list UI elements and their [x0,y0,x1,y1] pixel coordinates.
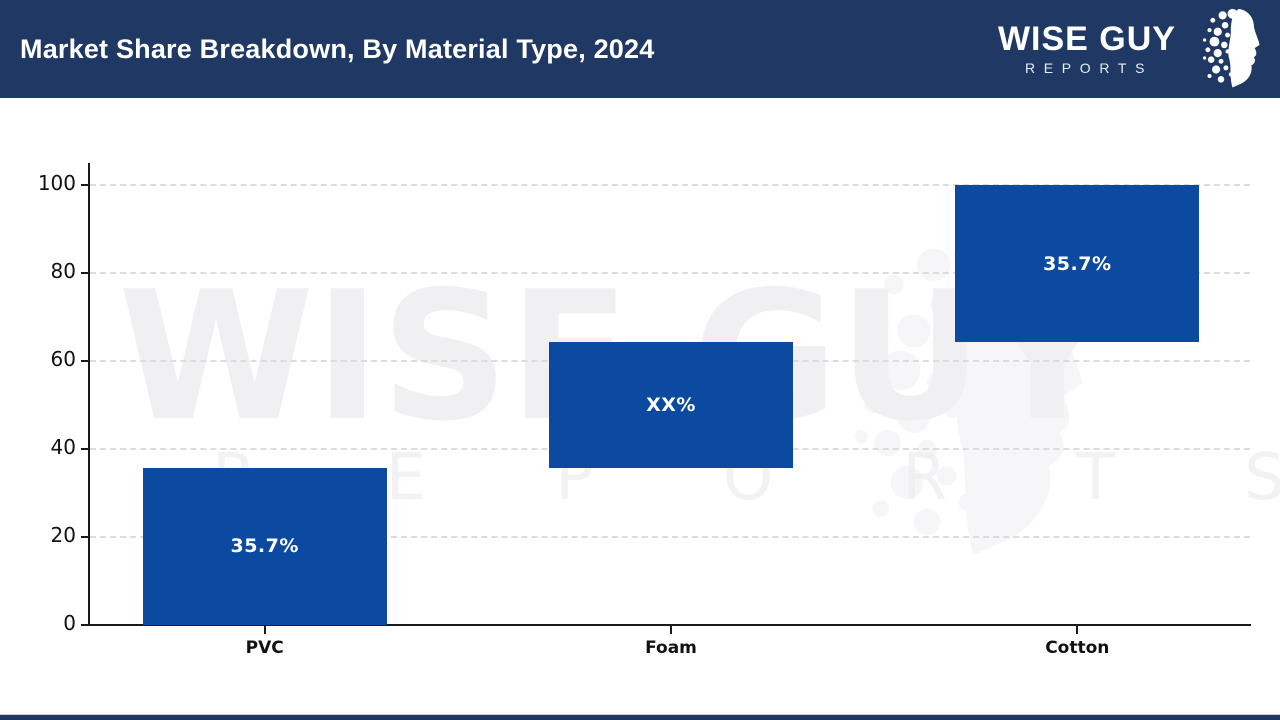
logo-wordmark: WISE GUY [997,20,1176,59]
face-profile-dots-icon [1202,8,1260,88]
gridline-y20 [90,536,1250,538]
x-axis-tick [1076,626,1079,634]
y-axis-tick [81,624,89,626]
y-axis-tick-label: 20 [50,523,76,547]
x-axis-line [88,624,1251,626]
bar-value-label-pvc: 35.7% [230,535,299,558]
bar-foam: XX% [549,342,793,468]
y-axis-tick-label: 80 [50,259,76,283]
y-axis-line [88,163,90,626]
y-axis-tick-label: 100 [37,171,76,195]
bar-cotton: 35.7% [955,185,1200,343]
y-axis-tick-label: 0 [63,611,76,635]
gridline-y80 [90,272,1250,274]
footer-bar [0,714,1280,720]
x-axis-tick [263,626,266,634]
x-axis-tick [670,626,672,634]
page-title: Market Share Breakdown, By Material Type… [20,33,655,64]
y-axis-tick [81,272,89,274]
gridline-y100 [90,184,1250,186]
x-axis-label-foam: Foam [645,638,697,658]
bar-value-label-cotton: 35.7% [1043,252,1112,275]
header-bar: Market Share Breakdown, By Material Type… [0,0,1280,98]
bar-value-label-foam: XX% [646,393,696,416]
y-axis-tick [81,536,89,538]
y-axis-tick [81,184,89,186]
y-axis-tick-label: 60 [50,347,76,371]
x-axis-label-pvc: PVC [245,638,284,658]
bar-pvc: 35.7% [142,467,387,625]
y-axis-tick [81,448,89,450]
wise-guy-reports-logo: WISE GUY REPORTS [998,0,1262,98]
x-axis-label-cotton: Cotton [1045,638,1110,658]
y-axis-tick [81,360,89,362]
logo-subtitle: REPORTS [1024,59,1154,76]
y-axis-tick-label: 40 [50,435,76,459]
